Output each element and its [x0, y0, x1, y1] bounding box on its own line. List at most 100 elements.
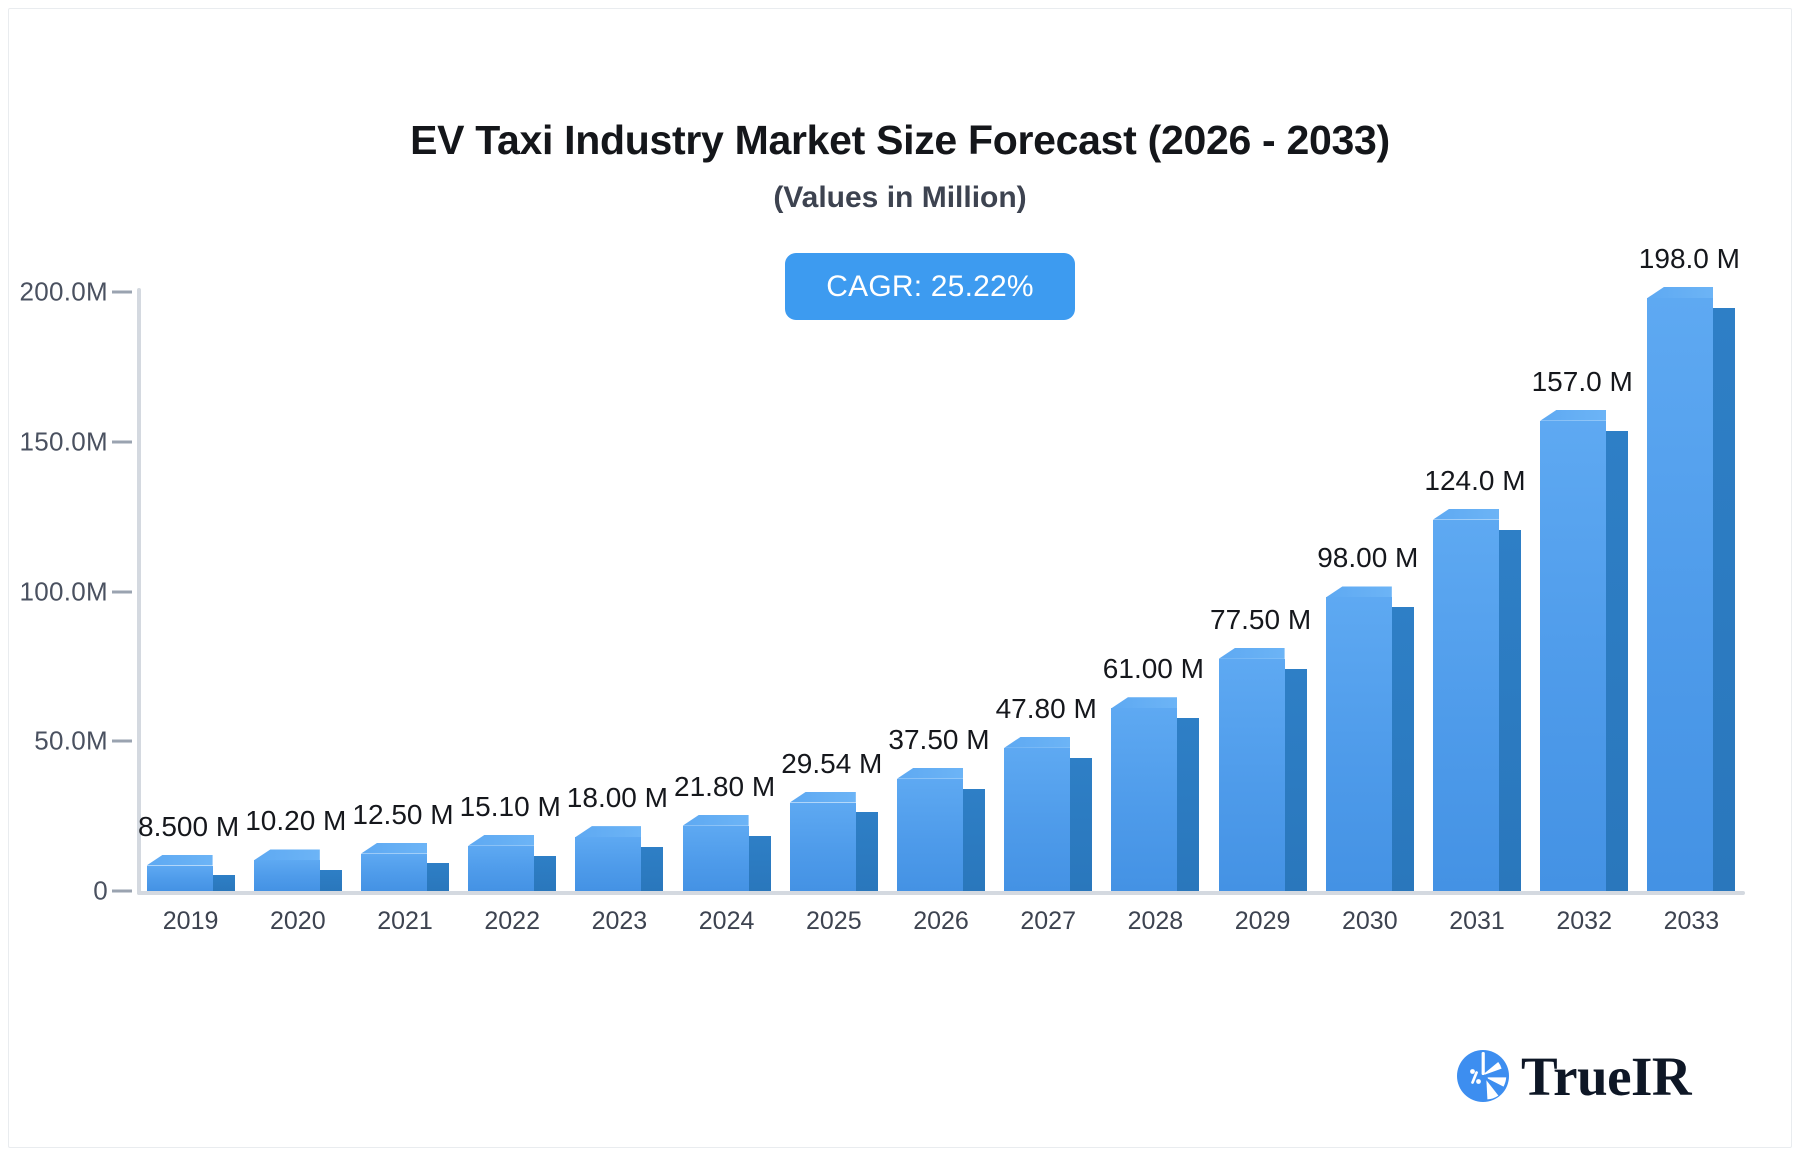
bar-side-face [319, 870, 342, 891]
bar-front-face [1004, 747, 1071, 891]
bar-side-face [1070, 757, 1093, 891]
x-tick-label: 2026 [913, 907, 969, 935]
bar-2025 [789, 791, 878, 891]
bar-value-label: 124.0 M [1424, 464, 1526, 496]
bar-2033 [1647, 286, 1736, 891]
bar-side-face [1177, 718, 1200, 891]
bar-value-label: 47.80 M [995, 692, 1097, 724]
brand-logo: TrueIR [1455, 1045, 1692, 1107]
bar-value-label: 18.00 M [566, 782, 668, 814]
x-tick-label: 2032 [1556, 907, 1612, 935]
bar-side-face [1606, 430, 1629, 891]
y-tick-label: 100.0M [19, 576, 108, 606]
bar-front-face [682, 825, 749, 891]
bar-top-face [1325, 586, 1392, 598]
y-tick-label: 50.0M [34, 725, 108, 756]
bar-top-face [1540, 409, 1607, 421]
bar-front-face [361, 853, 427, 891]
bar-top-face [253, 849, 320, 861]
bar-2023 [575, 826, 664, 891]
bar-front-face [1647, 297, 1714, 891]
bar-value-label: 8.500 M [138, 810, 240, 842]
x-tick-label: 2022 [484, 907, 540, 935]
bar-2019 [146, 854, 235, 891]
x-tick-label: 2025 [805, 907, 862, 935]
bar-side-face [534, 855, 557, 891]
bar-front-face [1218, 658, 1285, 891]
bar-side-face [1391, 607, 1414, 891]
x-tick-label: 2033 [1663, 907, 1720, 935]
bar-top-face [361, 842, 427, 854]
y-tick-label: 150.0M [19, 426, 108, 457]
y-tick-mark [112, 590, 132, 593]
bar-top-face [146, 854, 213, 866]
bar-value-label: 77.50 M [1210, 603, 1312, 635]
bar-2028 [1111, 697, 1200, 891]
cagr-badge-label: CAGR: 25.22% [826, 269, 1034, 303]
y-tick-label: 200.0M [19, 276, 108, 307]
bar-side-face [855, 812, 878, 891]
cagr-badge: CAGR: 25.22% [785, 253, 1075, 320]
bar-value-label: 198.0 M [1638, 242, 1740, 274]
bar-value-label: 157.0 M [1531, 365, 1633, 397]
x-tick-label: 2020 [269, 907, 326, 935]
bar-2031 [1433, 508, 1521, 891]
bar-value-label: 29.54 M [781, 747, 883, 779]
x-tick-label: 2023 [591, 907, 648, 935]
bar-top-face [1433, 508, 1499, 520]
bar-2030 [1325, 586, 1414, 891]
x-tick-label: 2024 [698, 907, 755, 935]
bar-front-face [1433, 519, 1499, 891]
bar-front-face [1111, 708, 1178, 891]
bar-value-label: 98.00 M [1317, 542, 1419, 574]
bar-front-face [789, 802, 856, 891]
title-block: EV Taxi Industry Market Size Forecast (2… [0, 117, 1800, 215]
bar-2029 [1218, 647, 1307, 891]
bar-value-label: 21.80 M [674, 770, 776, 802]
y-tick-mark [112, 440, 132, 444]
x-tick-label: 2021 [377, 907, 433, 935]
bar-side-face [748, 835, 771, 891]
page-border [8, 8, 1792, 1148]
bar-top-face [682, 814, 749, 826]
x-tick-label: 2031 [1449, 907, 1505, 935]
bar-2027 [1004, 736, 1093, 891]
bar-front-face [1325, 597, 1392, 891]
bar-2026 [897, 767, 985, 891]
bar-side-face [212, 875, 235, 891]
x-tick-label: 2029 [1234, 907, 1291, 935]
bar-front-face [1540, 420, 1607, 891]
bar-side-face [963, 788, 985, 891]
bar-front-face [253, 860, 320, 891]
x-tick-label: 2027 [1020, 907, 1076, 935]
bar-top-face [1111, 697, 1178, 709]
bar-2021 [361, 842, 449, 891]
bar-2032 [1540, 409, 1629, 891]
y-tick-mark [112, 290, 132, 294]
bar-value-label: 61.00 M [1102, 653, 1204, 685]
bar-side-face [641, 846, 664, 891]
y-tick-mark [112, 889, 132, 893]
bar-front-face [146, 865, 213, 891]
chart-title: EV Taxi Industry Market Size Forecast (2… [410, 117, 1390, 163]
bar-front-face [468, 845, 535, 891]
bar-2022 [468, 834, 557, 891]
chart-subtitle: (Values in Million) [773, 181, 1027, 215]
bar-2024 [682, 814, 771, 891]
x-tick-label: 2028 [1127, 907, 1184, 935]
y-tick-mark [112, 739, 132, 743]
bar-front-face [897, 778, 963, 891]
bar-top-face [575, 826, 642, 838]
y-axis-line [137, 288, 141, 895]
bar-value-label: 15.10 M [459, 790, 561, 822]
x-tick-label: 2030 [1341, 907, 1398, 935]
pie-chart-percent-icon [1457, 1050, 1509, 1102]
bar-top-face [1004, 736, 1071, 748]
bar-top-face [1218, 647, 1285, 659]
logo-wordmark: TrueIR [1521, 1045, 1692, 1107]
bar-side-face [1713, 307, 1736, 891]
bar-side-face [1284, 668, 1307, 891]
bar-value-label: 12.50 M [352, 798, 454, 830]
x-axis-line [137, 891, 1745, 895]
